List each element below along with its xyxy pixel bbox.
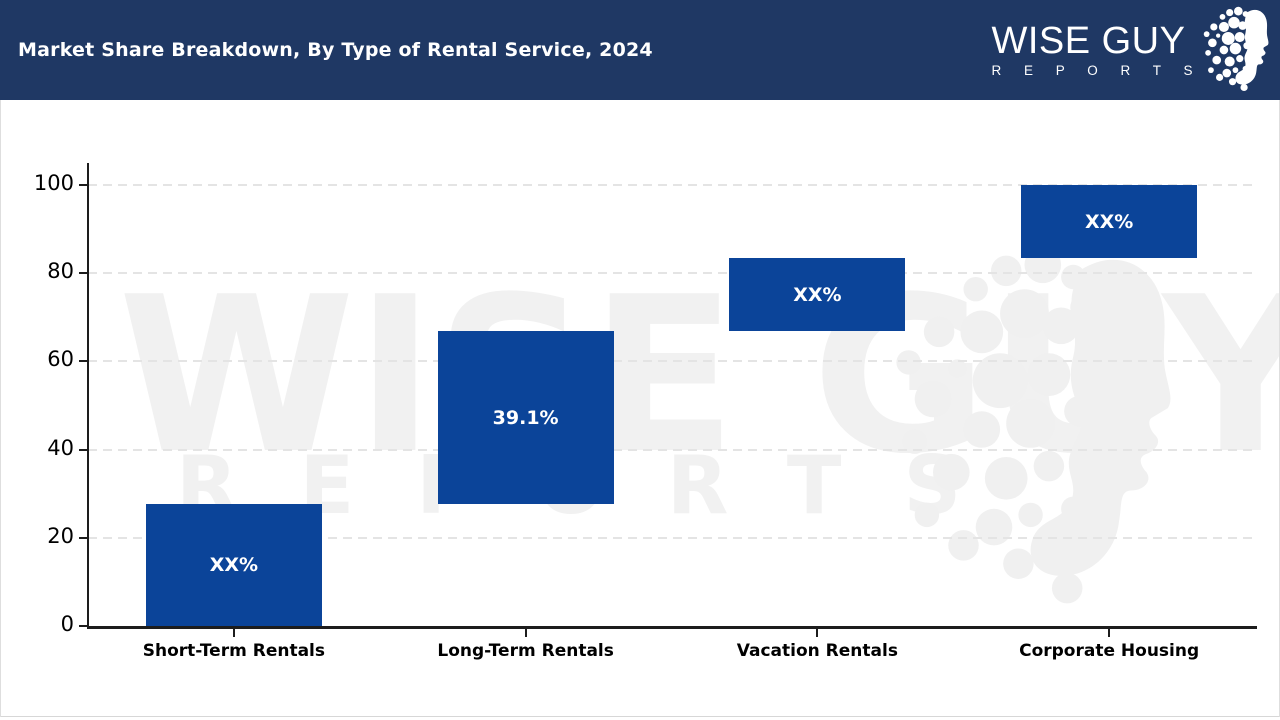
y-axis [87,163,89,629]
x-tick-mark [524,629,527,637]
bar-value-label: XX% [209,553,259,576]
y-tick-mark [79,184,87,186]
bar-short-term-rentals: XX% [145,503,322,626]
bar-value-label: 39.1% [492,406,559,429]
bar-vacation-rentals: XX% [729,258,906,332]
x-tick-mark [816,629,819,637]
gridline-20 [88,536,1255,539]
y-tick-label: 100 [33,171,74,195]
y-tick-mark [79,448,87,451]
y-tick-mark [79,272,87,275]
logo-wordmark: WISE GUY [991,20,1186,62]
y-tick-mark [79,536,87,539]
gridline-100 [88,184,1255,186]
left-hairline [0,100,1,717]
x-tick-mark [1108,629,1111,637]
bottom-hairline [0,716,1280,717]
x-axis [87,626,1257,629]
x-tick-mark [232,629,235,637]
y-tick-label: 0 [60,612,74,636]
x-category-label: Vacation Rentals [736,641,898,661]
x-category-label: Long-Term Rentals [437,641,614,661]
wise-guy-logo: WISE GUY R E P O R T S [991,6,1280,94]
page-title: Market Share Breakdown, By Type of Renta… [18,39,653,61]
bar-long-term-rentals: 39.1% [437,331,614,504]
gridline-40 [88,448,1255,451]
header-bar: Market Share Breakdown, By Type of Renta… [0,0,1280,100]
y-tick-label: 80 [47,259,74,284]
bar-value-label: XX% [793,283,842,306]
gridline-80 [88,272,1255,275]
y-tick-mark [79,360,87,363]
logo-text: WISE GUY R E P O R T S [991,22,1202,78]
y-tick-mark [79,625,87,627]
y-tick-label: 20 [47,523,74,548]
bar-corporate-housing: XX% [1021,185,1198,259]
x-category-label: Short-Term Rentals [142,641,325,661]
x-category-label: Corporate Housing [1019,641,1200,661]
y-tick-label: 60 [47,347,74,372]
bar-value-label: XX% [1084,210,1134,233]
gridline-60 [88,360,1255,363]
y-tick-label: 40 [47,435,74,460]
logo-subtitle: R E P O R T S [991,63,1202,78]
